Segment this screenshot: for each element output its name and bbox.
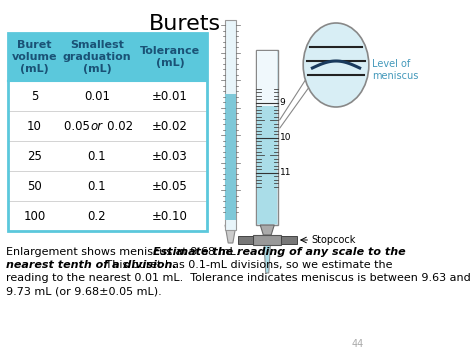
Text: 10: 10 [280, 133, 291, 142]
Text: Estimate the reading of any scale to the: Estimate the reading of any scale to the [153, 247, 406, 257]
Text: ±0.10: ±0.10 [152, 210, 188, 223]
Text: ±0.03: ±0.03 [152, 149, 188, 162]
Polygon shape [260, 225, 274, 235]
Bar [256, 50, 278, 225]
Text: Level of
meniscus: Level of meniscus [372, 59, 419, 81]
Bar [226, 93, 236, 220]
Text: This buret has 0.1-mL divisions, so we estimate the: This buret has 0.1-mL divisions, so we e… [102, 260, 393, 270]
Bar [237, 236, 253, 244]
Bar [8, 111, 207, 141]
Text: 11: 11 [280, 168, 291, 177]
Text: Smallest
graduation
(mL): Smallest graduation (mL) [63, 40, 131, 74]
Bar [253, 235, 281, 245]
Text: 50: 50 [27, 179, 42, 193]
Text: nearest tenth of a division.: nearest tenth of a division. [6, 260, 177, 270]
Text: 0.1: 0.1 [88, 179, 106, 193]
Text: 0.1: 0.1 [88, 149, 106, 162]
Text: 25: 25 [27, 149, 42, 162]
Text: 9.73 mL (or 9.68±0.05 mL).: 9.73 mL (or 9.68±0.05 mL). [6, 286, 162, 296]
Bar [281, 236, 297, 244]
Text: 5: 5 [31, 90, 38, 103]
Text: 100: 100 [23, 210, 46, 223]
Polygon shape [225, 225, 236, 243]
Text: Stopcock: Stopcock [311, 235, 356, 245]
Bar [257, 51, 277, 106]
Bar [257, 106, 277, 224]
Text: Enlargement shows meniscus at 9.68 mL.: Enlargement shows meniscus at 9.68 mL. [6, 247, 243, 257]
Text: ±0.01: ±0.01 [152, 90, 188, 103]
Bar [8, 33, 207, 231]
Bar [8, 141, 207, 171]
Text: or: or [90, 120, 102, 132]
Text: 0.2: 0.2 [88, 210, 106, 223]
Polygon shape [264, 245, 270, 273]
Text: 0.02: 0.02 [101, 120, 133, 132]
Text: 0.05: 0.05 [64, 120, 96, 132]
Text: reading to the nearest 0.01 mL.  Tolerance indicates meniscus is between 9.63 an: reading to the nearest 0.01 mL. Toleranc… [6, 273, 471, 283]
Bar [8, 201, 207, 231]
Circle shape [303, 23, 369, 107]
Text: Burets: Burets [149, 14, 221, 34]
Text: 10: 10 [27, 120, 42, 132]
Text: Buret
volume
(mL): Buret volume (mL) [12, 40, 57, 74]
Text: ±0.05: ±0.05 [152, 179, 188, 193]
Text: 0.01: 0.01 [84, 90, 110, 103]
Bar [8, 81, 207, 111]
Text: 44: 44 [352, 339, 364, 349]
Text: 9: 9 [280, 98, 285, 107]
Bar [8, 33, 207, 81]
Text: Tolerance
(mL): Tolerance (mL) [140, 46, 200, 68]
Bar [8, 171, 207, 201]
Bar [225, 20, 236, 230]
Text: ±0.02: ±0.02 [152, 120, 188, 132]
